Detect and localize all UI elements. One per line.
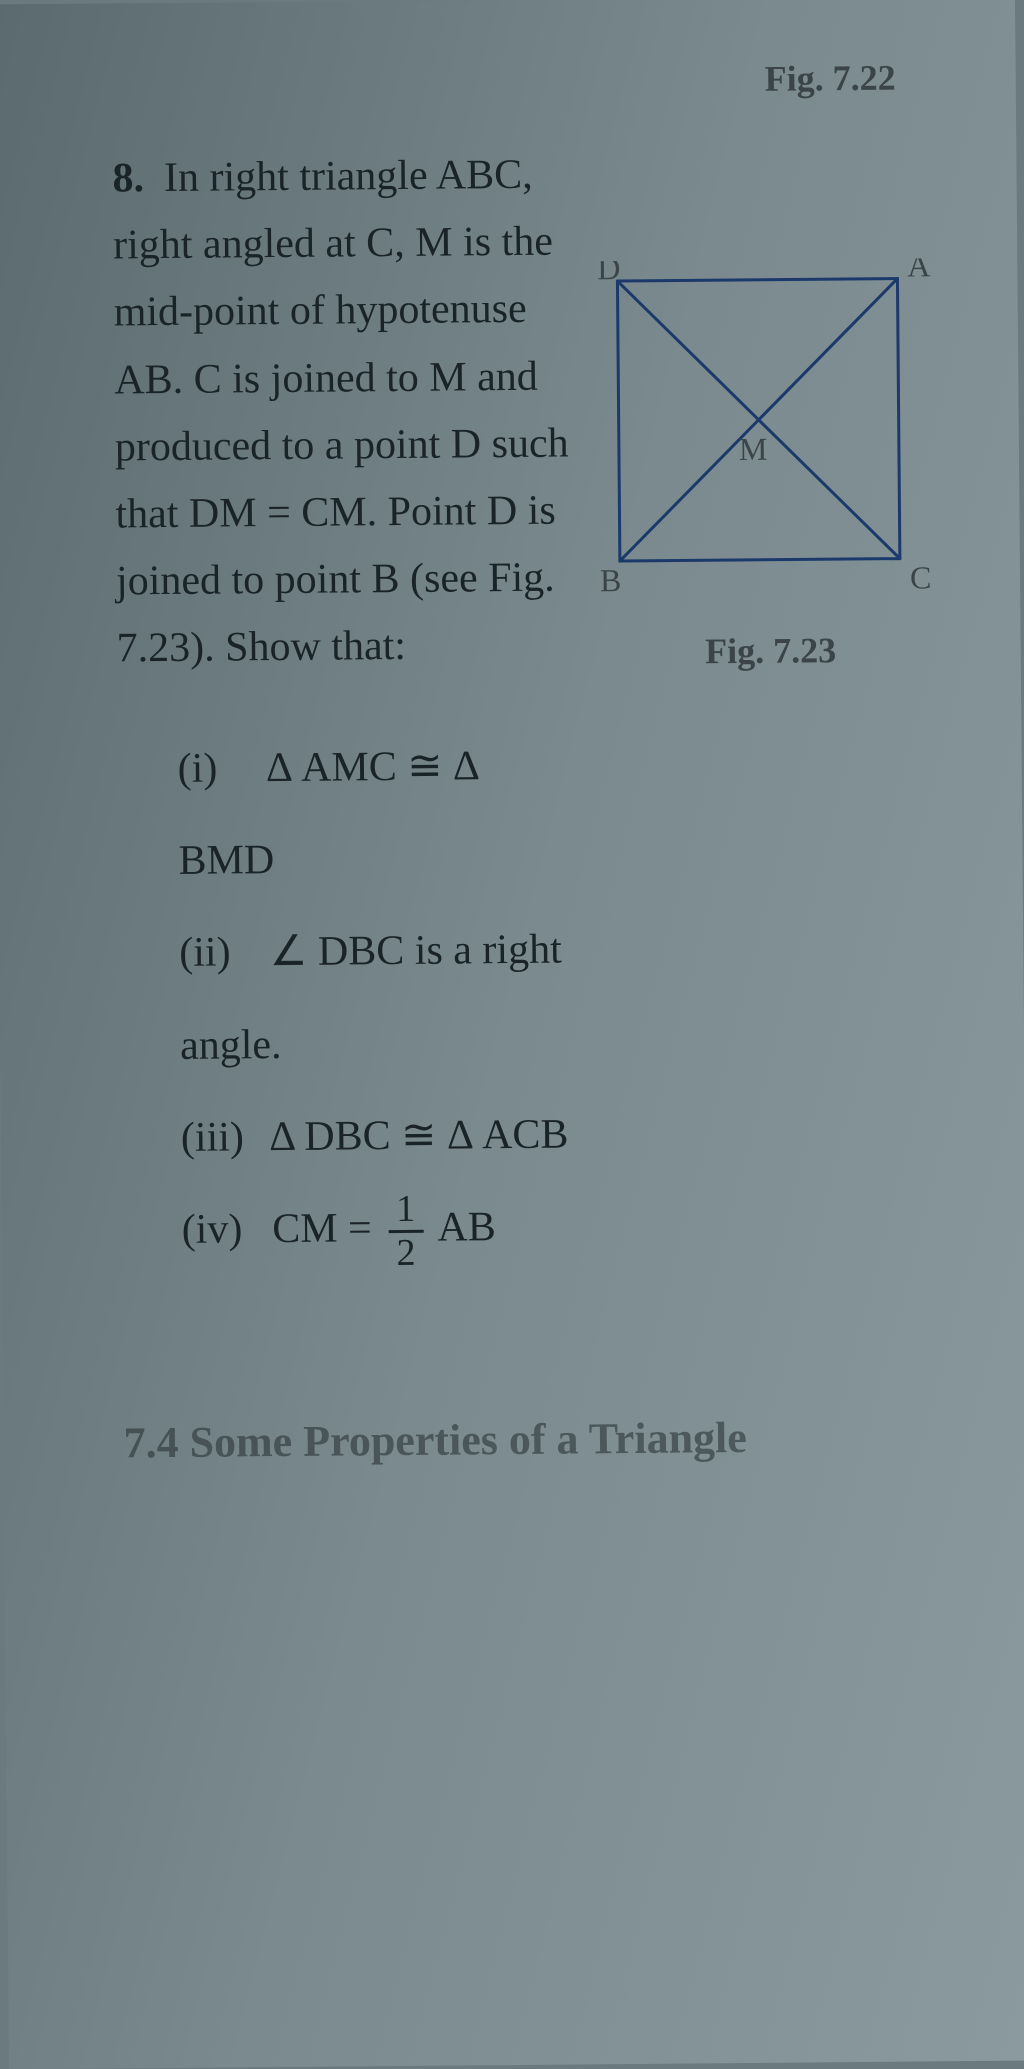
- part-iii-content: Δ DBC ≅ Δ ACB: [269, 1112, 569, 1161]
- part-ii-label: (ii): [179, 906, 260, 999]
- section-heading: 7.4 Some Properties of a Triangle: [123, 1410, 947, 1468]
- figure-label-top: Fig. 7.22: [112, 56, 936, 105]
- fraction-denominator: 2: [388, 1233, 423, 1275]
- svg-text:D: D: [597, 258, 620, 286]
- part-iv-prefix: CM =: [272, 1206, 372, 1253]
- part-iv-suffix: AB: [437, 1205, 496, 1252]
- fraction: 1 2: [388, 1188, 424, 1275]
- fraction-numerator: 1: [388, 1188, 423, 1233]
- svg-text:A: A: [907, 258, 930, 283]
- part-i: (i) Δ AMC ≅ Δ BMD: [177, 719, 573, 907]
- part-iii: (iii) Δ DBC ≅ Δ ACB: [181, 1089, 576, 1185]
- parts-list: (i) Δ AMC ≅ Δ BMD (ii) ∠ DBC is a right …: [177, 719, 576, 1277]
- svg-text:B: B: [600, 562, 622, 598]
- geometry-diagram: D A B C M: [597, 258, 940, 601]
- question-number: 8.: [112, 145, 144, 212]
- figure-area: D A B C M Fig. 7.23: [596, 138, 941, 673]
- figure-label-bottom: Fig. 7.23: [601, 628, 941, 673]
- part-iv-label: (iv): [181, 1184, 262, 1277]
- part-i-label: (i): [177, 722, 258, 815]
- part-iv: (iv) CM = 1 2 AB: [181, 1181, 576, 1277]
- part-iii-label: (iii): [181, 1091, 262, 1184]
- svg-text:M: M: [739, 431, 768, 467]
- question-text: In right triangle ABC, right angled at C…: [113, 152, 569, 672]
- svg-text:C: C: [910, 559, 932, 595]
- question-body: 8.In right triangle ABC, right angled at…: [112, 141, 576, 1277]
- question-container: 8.In right triangle ABC, right angled at…: [112, 138, 946, 1277]
- part-ii: (ii) ∠ DBC is a right angle.: [179, 904, 575, 1092]
